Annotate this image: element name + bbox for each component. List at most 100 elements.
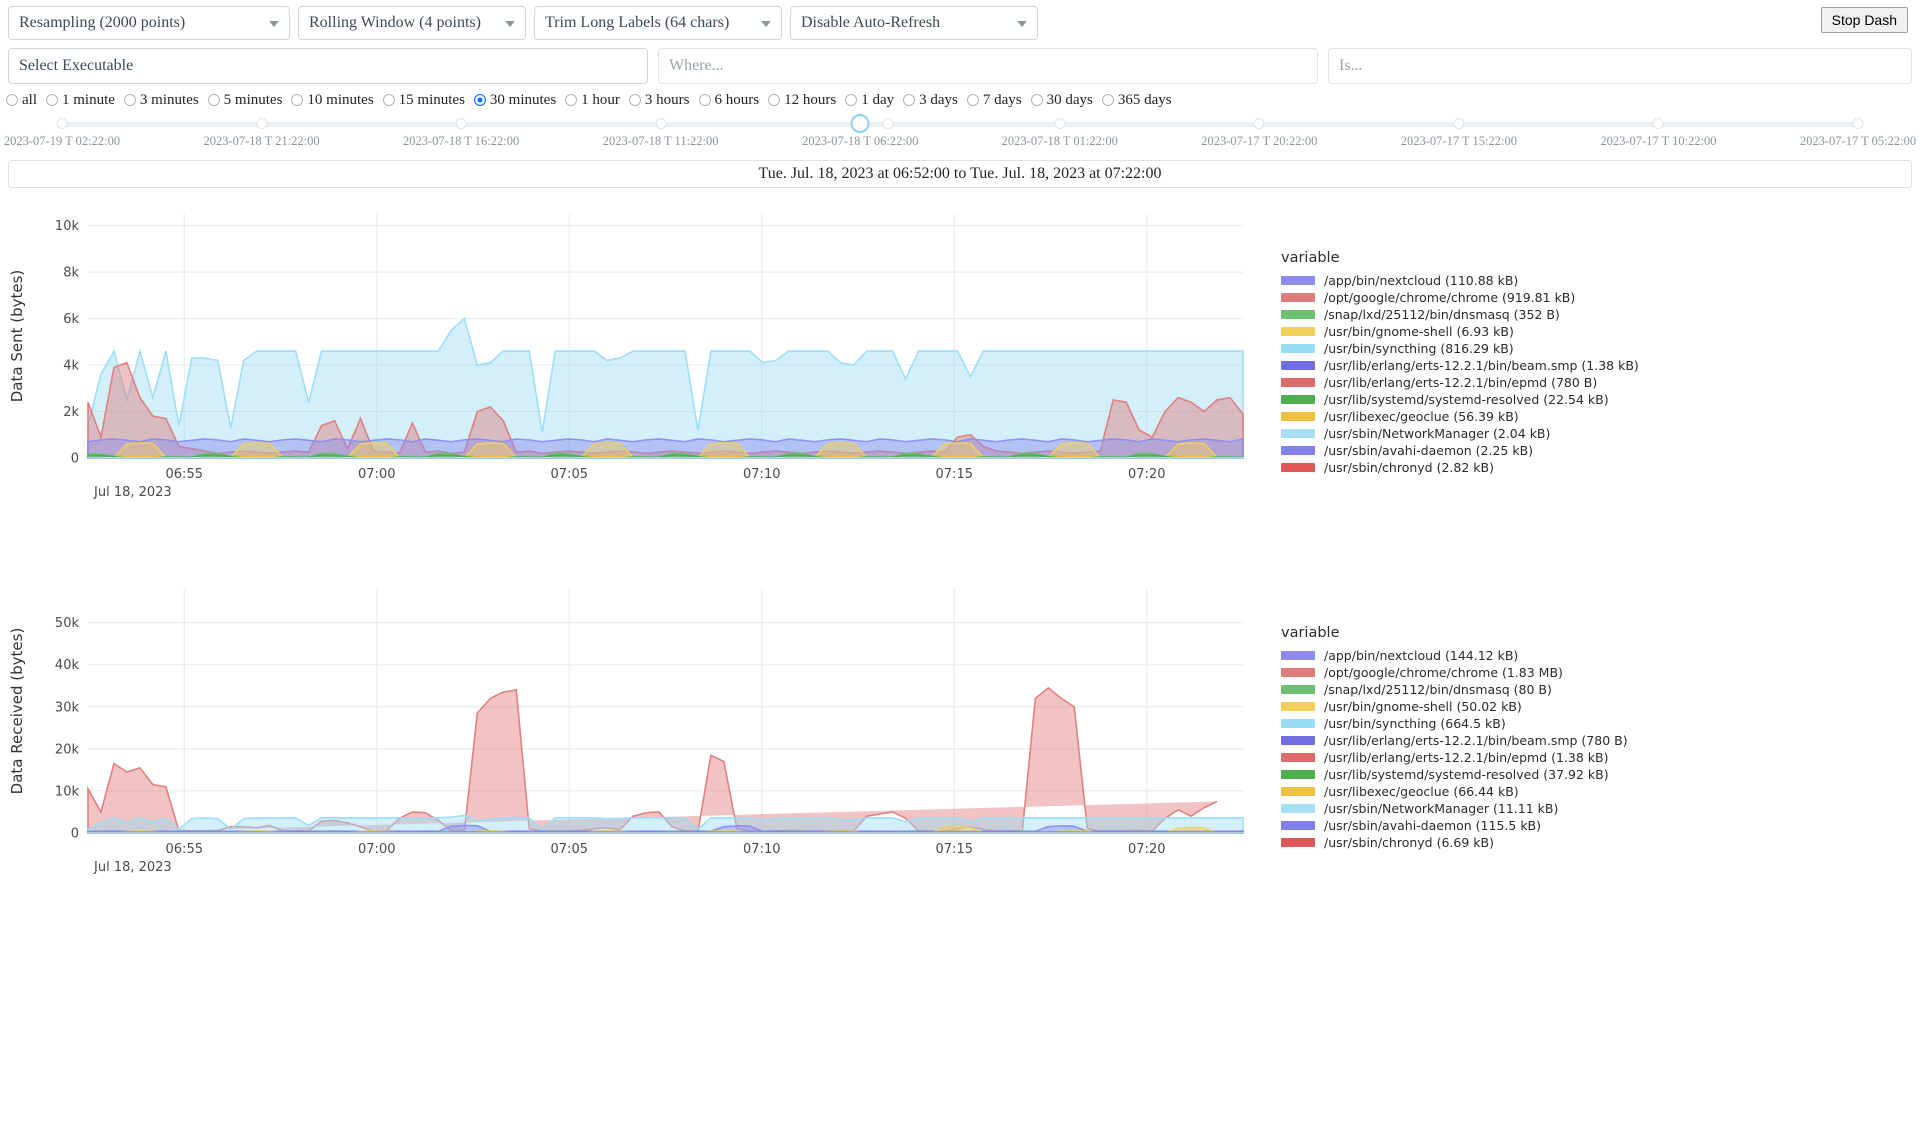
time-slider[interactable]: 2023-07-19 T 02:22:00 2023-07-18 T 21:22:… [4,112,1916,158]
time-range-option-12-hours[interactable]: 12 hours [768,92,836,109]
where-placeholder: Where... [669,57,724,74]
legend-item[interactable]: /usr/bin/gnome-shell (50.02 kB) [1281,698,1628,715]
legend-item[interactable]: /usr/bin/syncthing (816.29 kB) [1281,340,1639,357]
legend-color-swatch [1281,327,1315,336]
time-range-option-30-minutes[interactable]: 30 minutes [473,91,557,109]
legend-item[interactable]: /app/bin/nextcloud (110.88 kB) [1281,272,1639,289]
time-range-option-1-day[interactable]: 1 day [845,92,894,109]
executable-select[interactable]: Select Executable [8,48,648,84]
area-series[interactable] [87,686,1218,833]
radio-icon[interactable] [698,94,711,106]
area-series[interactable] [87,317,1244,459]
time-range-option-365-days[interactable]: 365 days [1101,92,1172,109]
time-range-radio-group[interactable]: all 1 minute 3 minutes 5 minutes 10 minutes 1… [0,86,1920,110]
slider-tick[interactable] [256,118,268,129]
time-range-label: 30 minutes [489,91,557,108]
time-range-option-3-hours[interactable]: 3 hours [628,92,690,109]
legend-item[interactable]: /usr/sbin/NetworkManager (11.11 kB) [1281,800,1628,817]
resampling-select[interactable]: Resampling (2000 points) [8,6,290,40]
slider-tick[interactable] [655,118,667,129]
radio-icon[interactable] [382,94,395,106]
stop-dash-button[interactable]: Stop Dash [1820,7,1908,33]
radio-icon[interactable] [6,94,18,106]
radio-icon[interactable] [473,94,486,106]
legend-items: /app/bin/nextcloud (144.12 kB) /opt/googl… [1281,647,1628,851]
radio-icon[interactable] [291,94,304,106]
trim-labels-select[interactable]: Trim Long Labels (64 chars) [534,6,782,40]
legend-item[interactable]: /usr/libexec/geoclue (56.39 kB) [1281,408,1639,425]
rolling-window-select[interactable]: Rolling Window (4 points) [298,6,526,40]
slider-tick[interactable] [455,118,467,129]
slider-tick[interactable] [1852,118,1864,129]
slider-tick[interactable] [1652,118,1664,129]
area-series[interactable] [87,814,1244,834]
time-range-option-5-minutes[interactable]: 5 minutes [207,91,283,109]
time-range-option-3-minutes[interactable]: 3 minutes [123,92,199,109]
slider-track[interactable] [62,122,1858,127]
chart-canvas-data-received[interactable]: 0 10k 20k 30k 40k 50k 06:55 07:00 07:05 07:10 07:1… [0,577,1265,882]
legend-item[interactable]: /opt/google/chrome/chrome (1.83 MB) [1281,664,1628,681]
legend-item[interactable]: /usr/sbin/avahi-daemon (115.5 kB) [1281,817,1628,834]
x-tick-label: 07:00 [358,842,395,857]
chart-canvas-data-sent[interactable]: 0 2k 4k 6k 8k 10k 06:55 07:00 07:05 07:10 07:15 07:… [0,202,1265,507]
time-range-option-30-days[interactable]: 30 days [1030,92,1093,109]
radio-icon[interactable] [565,94,578,106]
radio-icon[interactable] [1030,94,1043,106]
slider-tick[interactable] [1054,118,1066,129]
radio-icon[interactable] [845,94,858,106]
is-input[interactable]: Is... [1328,48,1912,84]
legend-item[interactable]: /usr/lib/systemd/systemd-resolved (37.92… [1281,766,1628,783]
legend-item[interactable]: /usr/lib/systemd/systemd-resolved (22.54… [1281,391,1639,408]
legend-item[interactable]: /usr/lib/erlang/erts-12.2.1/bin/beam.smp… [1281,732,1628,749]
time-range-label: 7 days [982,91,1022,108]
legend-item[interactable]: /usr/lib/erlang/erts-12.2.1/bin/epmd (78… [1281,374,1639,391]
radio-icon[interactable] [966,94,979,106]
legend-item[interactable]: /usr/sbin/chronyd (6.69 kB) [1281,834,1628,851]
legend-item[interactable]: /usr/lib/erlang/erts-12.2.1/bin/beam.smp… [1281,357,1639,374]
time-range-option-1-minute[interactable]: 1 minute [46,92,115,109]
time-range-label: 5 minutes [223,91,283,108]
y-tick-label: 0 [71,452,79,467]
time-range-option-15-minutes[interactable]: 15 minutes [382,92,465,109]
legend-item-label: /usr/lib/erlang/erts-12.2.1/bin/beam.smp… [1324,733,1628,748]
radio-icon[interactable] [207,94,220,106]
legend-item[interactable]: /usr/bin/gnome-shell (6.93 kB) [1281,323,1639,340]
slider-tick-label: 2023-07-18 T 16:22:00 [403,134,520,148]
legend-item[interactable]: /opt/google/chrome/chrome (919.81 kB) [1281,289,1639,306]
legend-item[interactable]: /usr/bin/syncthing (664.5 kB) [1281,715,1628,732]
legend-item[interactable]: /usr/sbin/chronyd (2.82 kB) [1281,459,1639,476]
slider-tick[interactable] [1253,118,1265,129]
radio-icon[interactable] [628,94,641,106]
legend-item[interactable]: /snap/lxd/25112/bin/dnsmasq (352 B) [1281,306,1639,323]
legend-item[interactable]: /app/bin/nextcloud (144.12 kB) [1281,647,1628,664]
time-range-option-3-days[interactable]: 3 days [903,92,958,109]
area-series[interactable] [87,361,1244,459]
slider-tick[interactable] [882,118,894,129]
slider-tick[interactable] [1453,118,1465,129]
legend-item[interactable]: /usr/lib/erlang/erts-12.2.1/bin/epmd (1.… [1281,749,1628,766]
where-input[interactable]: Where... [658,48,1318,84]
legend-item[interactable]: /usr/sbin/avahi-daemon (2.25 kB) [1281,442,1639,459]
y-axis-title: Data Received (bytes) [8,628,26,795]
area-chart-data-received[interactable]: 0 10k 20k 30k 40k 50k 06:55 07:00 07:05 07:10 07:1… [0,577,1265,877]
legend-item[interactable]: /usr/sbin/NetworkManager (2.04 kB) [1281,425,1639,442]
radio-icon[interactable] [768,94,781,106]
slider-tick[interactable] [56,118,68,129]
x-tick-label: 07:20 [1128,842,1165,857]
legend-item[interactable]: /snap/lxd/25112/bin/dnsmasq (80 B) [1281,681,1628,698]
area-chart-data-sent[interactable]: 0 2k 4k 6k 8k 10k 06:55 07:00 07:05 07:10 07:15 07:… [0,202,1265,502]
time-range-option-7-days[interactable]: 7 days [966,91,1022,109]
time-range-option-all[interactable]: all [6,92,37,109]
time-range-option-1-hour[interactable]: 1 hour [565,92,620,109]
radio-icon[interactable] [123,94,136,106]
radio-icon[interactable] [903,94,916,106]
time-range-option-6-hours[interactable]: 6 hours [698,92,759,109]
slider-handle[interactable] [850,114,870,133]
time-range-label: 1 minute [62,91,115,108]
radio-icon[interactable] [46,94,58,106]
radio-icon[interactable] [1101,94,1114,106]
time-range-option-10-minutes[interactable]: 10 minutes [291,92,374,109]
chart-block-data-sent: 0 2k 4k 6k 8k 10k 06:55 07:00 07:05 07:10 07:15 07:… [0,202,1920,507]
auto-refresh-select[interactable]: Disable Auto-Refresh [790,6,1038,40]
legend-item[interactable]: /usr/libexec/geoclue (66.44 kB) [1281,783,1628,800]
